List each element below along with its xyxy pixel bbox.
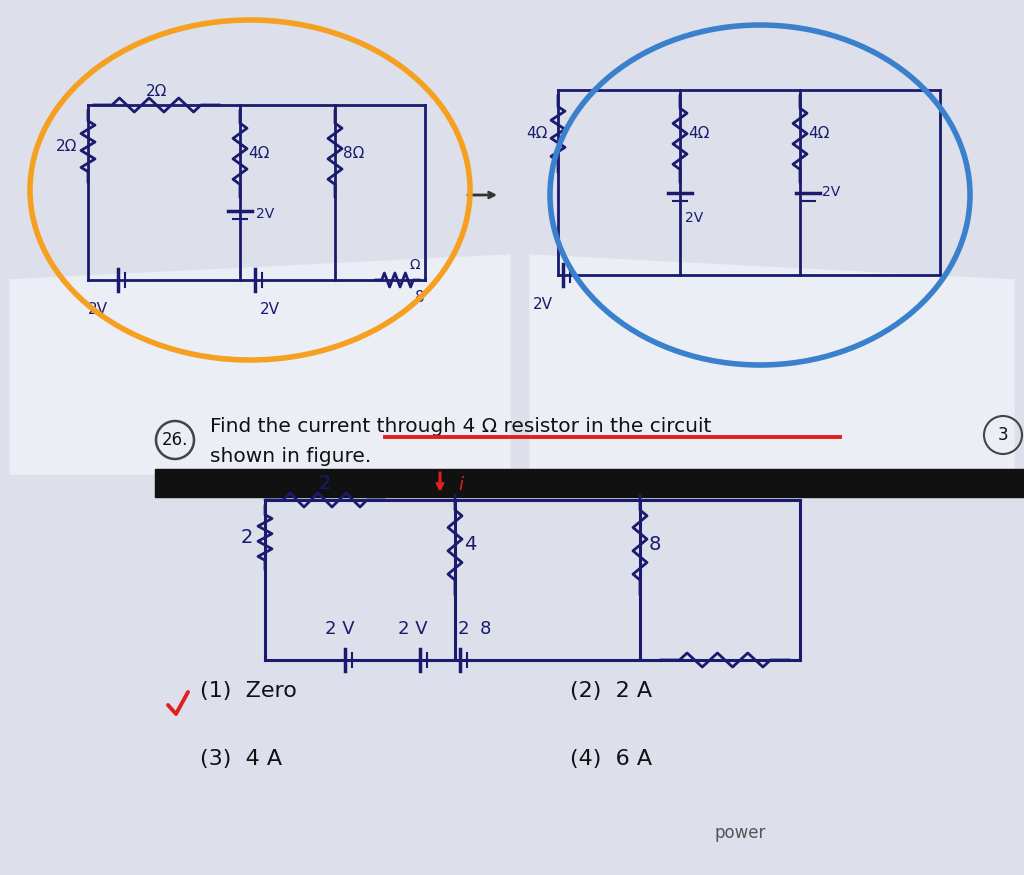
- Text: 4Ω: 4Ω: [808, 126, 829, 141]
- Text: Ω: Ω: [410, 258, 420, 272]
- Text: 2 V: 2 V: [398, 620, 428, 638]
- Text: 8Ω: 8Ω: [343, 146, 365, 161]
- Text: (1)  Zero: (1) Zero: [200, 681, 297, 701]
- Bar: [0, 0, 1024, 305]
- Text: 8: 8: [649, 536, 662, 555]
- Text: i: i: [458, 476, 463, 494]
- Text: 2Ω: 2Ω: [145, 84, 167, 99]
- Bar: [0, 475, 1024, 875]
- Text: Find the current through 4 Ω resistor in the circuit: Find the current through 4 Ω resistor in…: [210, 417, 712, 437]
- Text: 4: 4: [464, 536, 476, 555]
- Polygon shape: [530, 255, 1014, 605]
- Text: 2V: 2V: [685, 211, 703, 225]
- Text: shown in figure.: shown in figure.: [210, 447, 372, 466]
- Text: (3)  4 A: (3) 4 A: [200, 749, 283, 769]
- Text: 8: 8: [415, 290, 425, 305]
- Text: 2Ω: 2Ω: [56, 139, 78, 154]
- Text: 2: 2: [241, 528, 253, 547]
- Text: (4)  6 A: (4) 6 A: [570, 749, 652, 769]
- Text: (2)  2 A: (2) 2 A: [570, 681, 652, 701]
- Text: 26.: 26.: [162, 431, 188, 449]
- Bar: [155, 469, 1024, 497]
- Text: 2V: 2V: [534, 297, 553, 312]
- Text: 3: 3: [997, 426, 1009, 444]
- Text: 2V: 2V: [256, 207, 274, 221]
- Text: power: power: [715, 824, 766, 842]
- Text: 2: 2: [318, 474, 331, 493]
- Text: 8: 8: [479, 620, 490, 638]
- Text: 2: 2: [458, 620, 469, 638]
- Text: 2V: 2V: [260, 302, 280, 317]
- Text: 4Ω: 4Ω: [526, 126, 548, 141]
- Text: 2V: 2V: [822, 186, 841, 200]
- Polygon shape: [10, 255, 510, 615]
- Text: 2 V: 2 V: [326, 620, 354, 638]
- Text: 2V: 2V: [88, 302, 108, 317]
- Text: 4Ω: 4Ω: [248, 146, 269, 161]
- Text: 4Ω: 4Ω: [688, 126, 710, 141]
